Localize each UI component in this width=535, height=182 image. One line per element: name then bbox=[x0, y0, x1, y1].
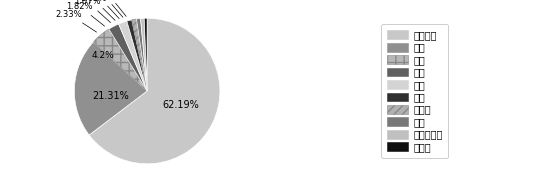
Text: 21.31%: 21.31% bbox=[93, 91, 129, 101]
Wedge shape bbox=[141, 18, 147, 91]
Text: 2.33%: 2.33% bbox=[56, 10, 96, 32]
Wedge shape bbox=[94, 29, 147, 91]
Legend: 澳大利亚, 巴西, 南非, 印度, 伊朗, 秘鲁, 乌克兰, 智利, 毛里塔尼亚, 加拿大: 澳大利亚, 巴西, 南非, 印度, 伊朗, 秘鲁, 乌克兰, 智利, 毛里塔尼亚… bbox=[381, 24, 448, 158]
Wedge shape bbox=[136, 19, 147, 91]
Text: 0.76%: 0.76% bbox=[90, 0, 123, 17]
Wedge shape bbox=[132, 19, 147, 91]
Text: 1.01%: 1.01% bbox=[80, 0, 115, 20]
Wedge shape bbox=[144, 18, 147, 91]
Wedge shape bbox=[109, 24, 147, 91]
Text: 62.19%: 62.19% bbox=[163, 100, 199, 110]
Text: 0.87%: 0.87% bbox=[86, 0, 119, 19]
Wedge shape bbox=[89, 18, 220, 164]
Text: 1.82%: 1.82% bbox=[66, 2, 104, 26]
Text: 1.07%: 1.07% bbox=[74, 0, 111, 23]
Wedge shape bbox=[119, 21, 147, 91]
Wedge shape bbox=[74, 42, 147, 135]
Text: 4.2%: 4.2% bbox=[91, 52, 114, 60]
Text: 0.62%: 0.62% bbox=[95, 0, 126, 16]
Wedge shape bbox=[127, 20, 147, 91]
